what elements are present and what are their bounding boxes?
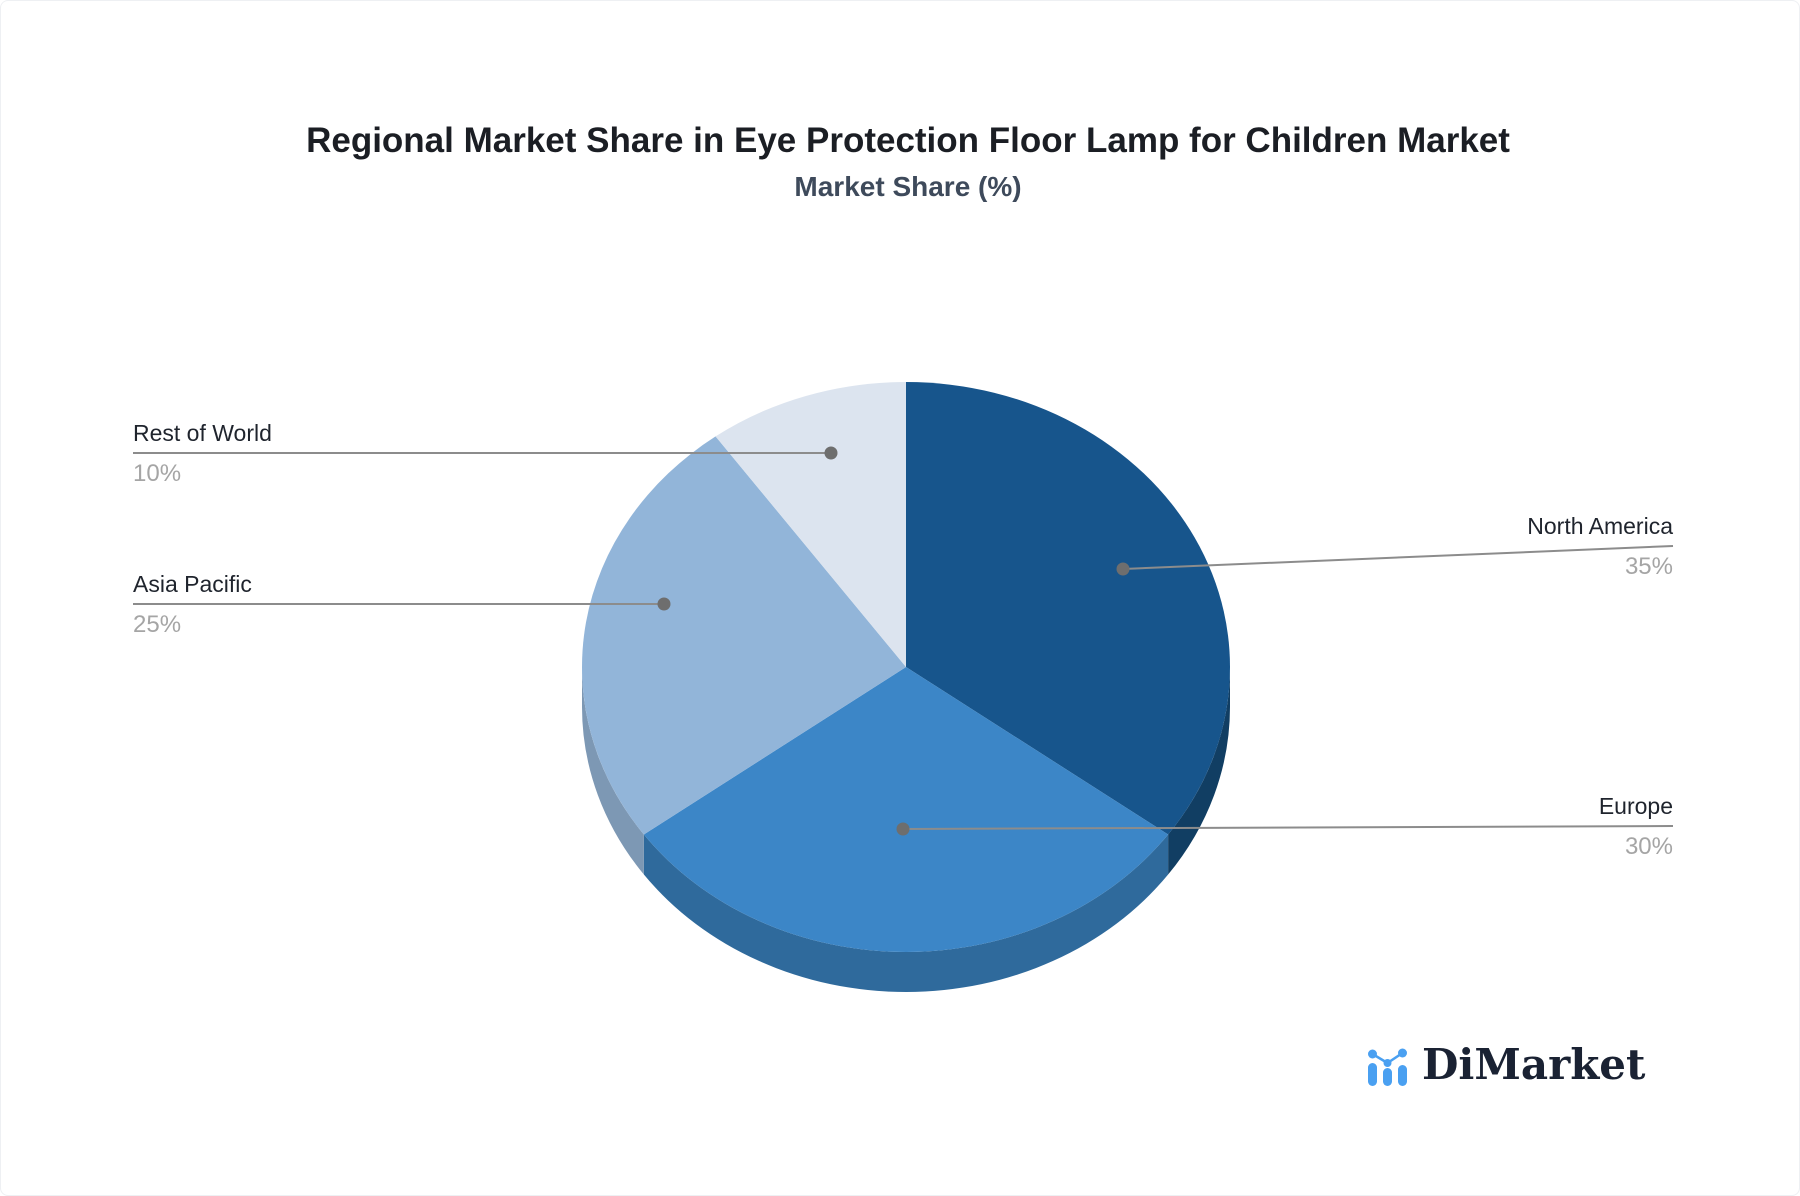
pie-slice-side [582, 667, 644, 875]
pie-slice-side [643, 834, 1169, 992]
brand-logo: DiMarket [1367, 1041, 1645, 1087]
label-leader-dot [657, 597, 671, 611]
pie-slice[interactable] [906, 382, 1230, 835]
pie-slice[interactable] [643, 667, 1169, 952]
chart-title: Regional Market Share in Eye Protection … [306, 121, 1510, 160]
label-leader-dot [1116, 562, 1130, 576]
label-leader-line [1122, 545, 1674, 570]
label-leader-dot [896, 822, 910, 836]
label-leader-line [902, 825, 1674, 830]
pie-slice-side [1168, 667, 1230, 875]
chart-subtitle: Market Share (%) [794, 171, 1022, 202]
pie-slice[interactable] [582, 436, 906, 835]
label-leader-dot [824, 446, 838, 460]
dimarket-logo-icon [1368, 1048, 1407, 1086]
brand-logo-text: DiMarket [1422, 1039, 1646, 1089]
